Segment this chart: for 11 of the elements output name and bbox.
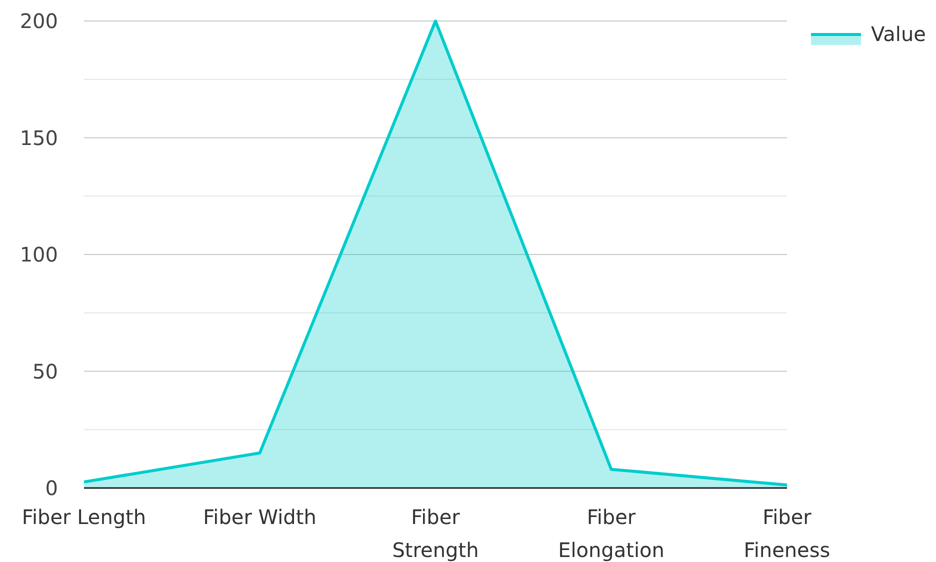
x-tick-label: Fiber Length: [22, 505, 146, 529]
y-tick-label: 200: [20, 9, 58, 33]
y-tick-label: 100: [20, 242, 58, 266]
y-tick-label: 150: [20, 126, 58, 150]
y-tick-label: 50: [32, 359, 58, 384]
y-tick-label: 0: [45, 476, 58, 500]
x-tick-label: Fiber Strength: [392, 505, 479, 562]
x-tick-label: Fiber Elongation: [558, 505, 664, 562]
x-tick-label: Fiber Fineness: [744, 505, 830, 562]
legend-label: Value: [871, 22, 926, 46]
x-tick-label: Fiber Width: [203, 505, 316, 529]
